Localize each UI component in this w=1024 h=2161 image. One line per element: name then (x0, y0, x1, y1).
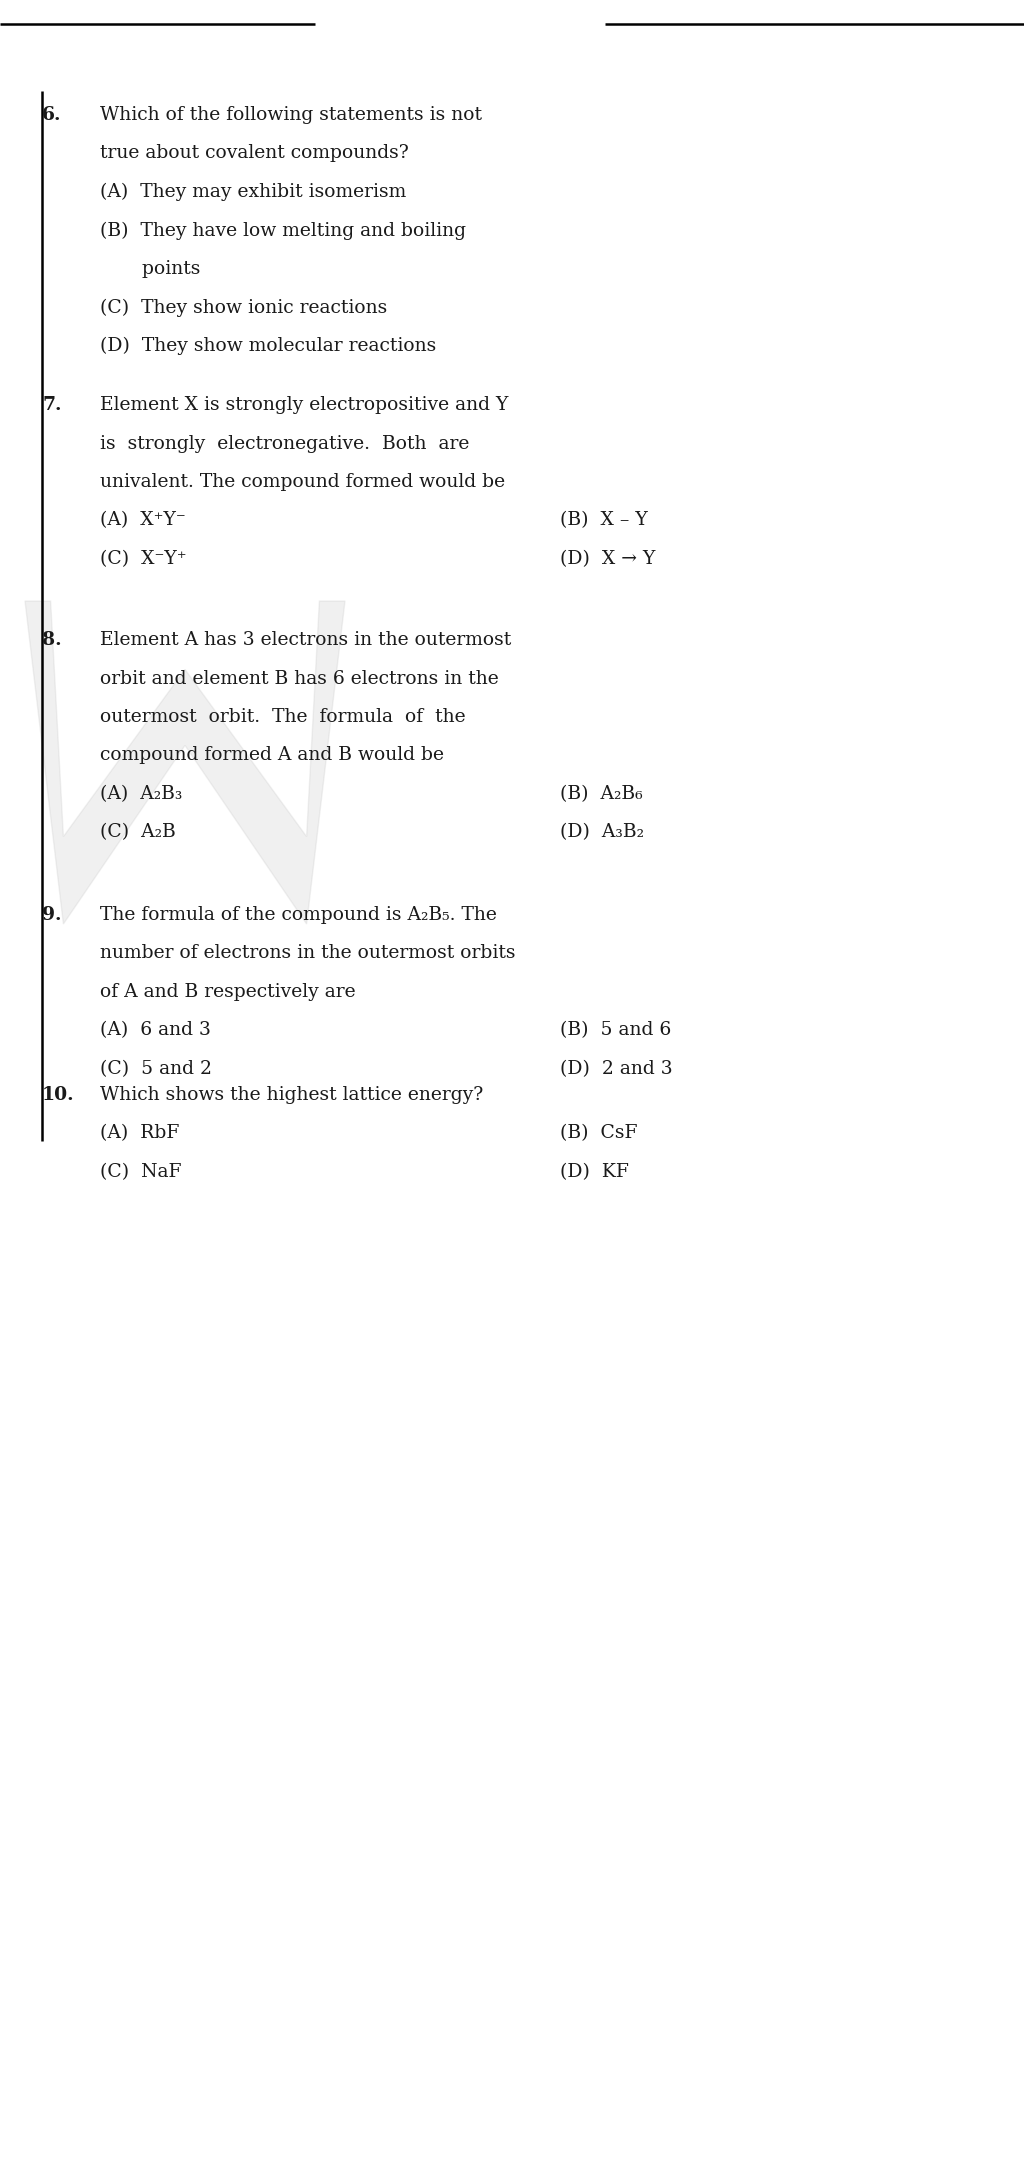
Text: is  strongly  electronegative.  Both  are: is strongly electronegative. Both are (100, 434, 469, 452)
Text: (D)  2 and 3: (D) 2 and 3 (560, 1061, 673, 1078)
Text: points: points (100, 259, 201, 279)
Text: (D)  X → Y: (D) X → Y (560, 551, 655, 568)
Text: 9.: 9. (42, 905, 61, 925)
Text: (D)  A₃B₂: (D) A₃B₂ (560, 823, 644, 841)
Text: (B)  5 and 6: (B) 5 and 6 (560, 1022, 672, 1039)
Text: orbit and element B has 6 electrons in the: orbit and element B has 6 electrons in t… (100, 670, 499, 687)
Text: (C)  NaF: (C) NaF (100, 1163, 181, 1182)
Text: compound formed A and B would be: compound formed A and B would be (100, 746, 444, 765)
Text: of A and B respectively are: of A and B respectively are (100, 983, 355, 1001)
Text: Element X is strongly electropositive and Y: Element X is strongly electropositive an… (100, 395, 508, 415)
Text: (B)  They have low melting and boiling: (B) They have low melting and boiling (100, 220, 466, 240)
Text: (A)  They may exhibit isomerism: (A) They may exhibit isomerism (100, 184, 407, 201)
Polygon shape (25, 601, 345, 925)
Text: 10.: 10. (42, 1087, 75, 1104)
Text: (B)  A₂B₆: (B) A₂B₆ (560, 784, 643, 804)
Text: (B)  X – Y: (B) X – Y (560, 512, 648, 529)
Text: true about covalent compounds?: true about covalent compounds? (100, 145, 409, 162)
Text: (B)  CsF: (B) CsF (560, 1124, 638, 1143)
Text: 7.: 7. (42, 395, 61, 415)
Text: (D)  They show molecular reactions: (D) They show molecular reactions (100, 337, 436, 354)
Text: (A)  RbF: (A) RbF (100, 1124, 179, 1143)
Text: The formula of the compound is A₂B₅. The: The formula of the compound is A₂B₅. The (100, 905, 497, 925)
Text: (C)  X⁻Y⁺: (C) X⁻Y⁺ (100, 551, 186, 568)
Text: univalent. The compound formed would be: univalent. The compound formed would be (100, 473, 505, 491)
Text: Which of the following statements is not: Which of the following statements is not (100, 106, 482, 123)
Text: (C)  They show ionic reactions: (C) They show ionic reactions (100, 298, 387, 318)
Text: (C)  5 and 2: (C) 5 and 2 (100, 1061, 212, 1078)
Text: 6.: 6. (42, 106, 61, 123)
Text: Element A has 3 electrons in the outermost: Element A has 3 electrons in the outermo… (100, 631, 511, 648)
Text: (C)  A₂B: (C) A₂B (100, 823, 176, 841)
Text: (D)  KF: (D) KF (560, 1163, 629, 1182)
Text: (A)  6 and 3: (A) 6 and 3 (100, 1022, 211, 1039)
Text: (A)  A₂B₃: (A) A₂B₃ (100, 784, 182, 804)
Text: 8.: 8. (42, 631, 61, 648)
Text: (A)  X⁺Y⁻: (A) X⁺Y⁻ (100, 512, 185, 529)
Text: number of electrons in the outermost orbits: number of electrons in the outermost orb… (100, 944, 515, 962)
Text: outermost  orbit.  The  formula  of  the: outermost orbit. The formula of the (100, 709, 466, 726)
Text: Which shows the highest lattice energy?: Which shows the highest lattice energy? (100, 1087, 483, 1104)
